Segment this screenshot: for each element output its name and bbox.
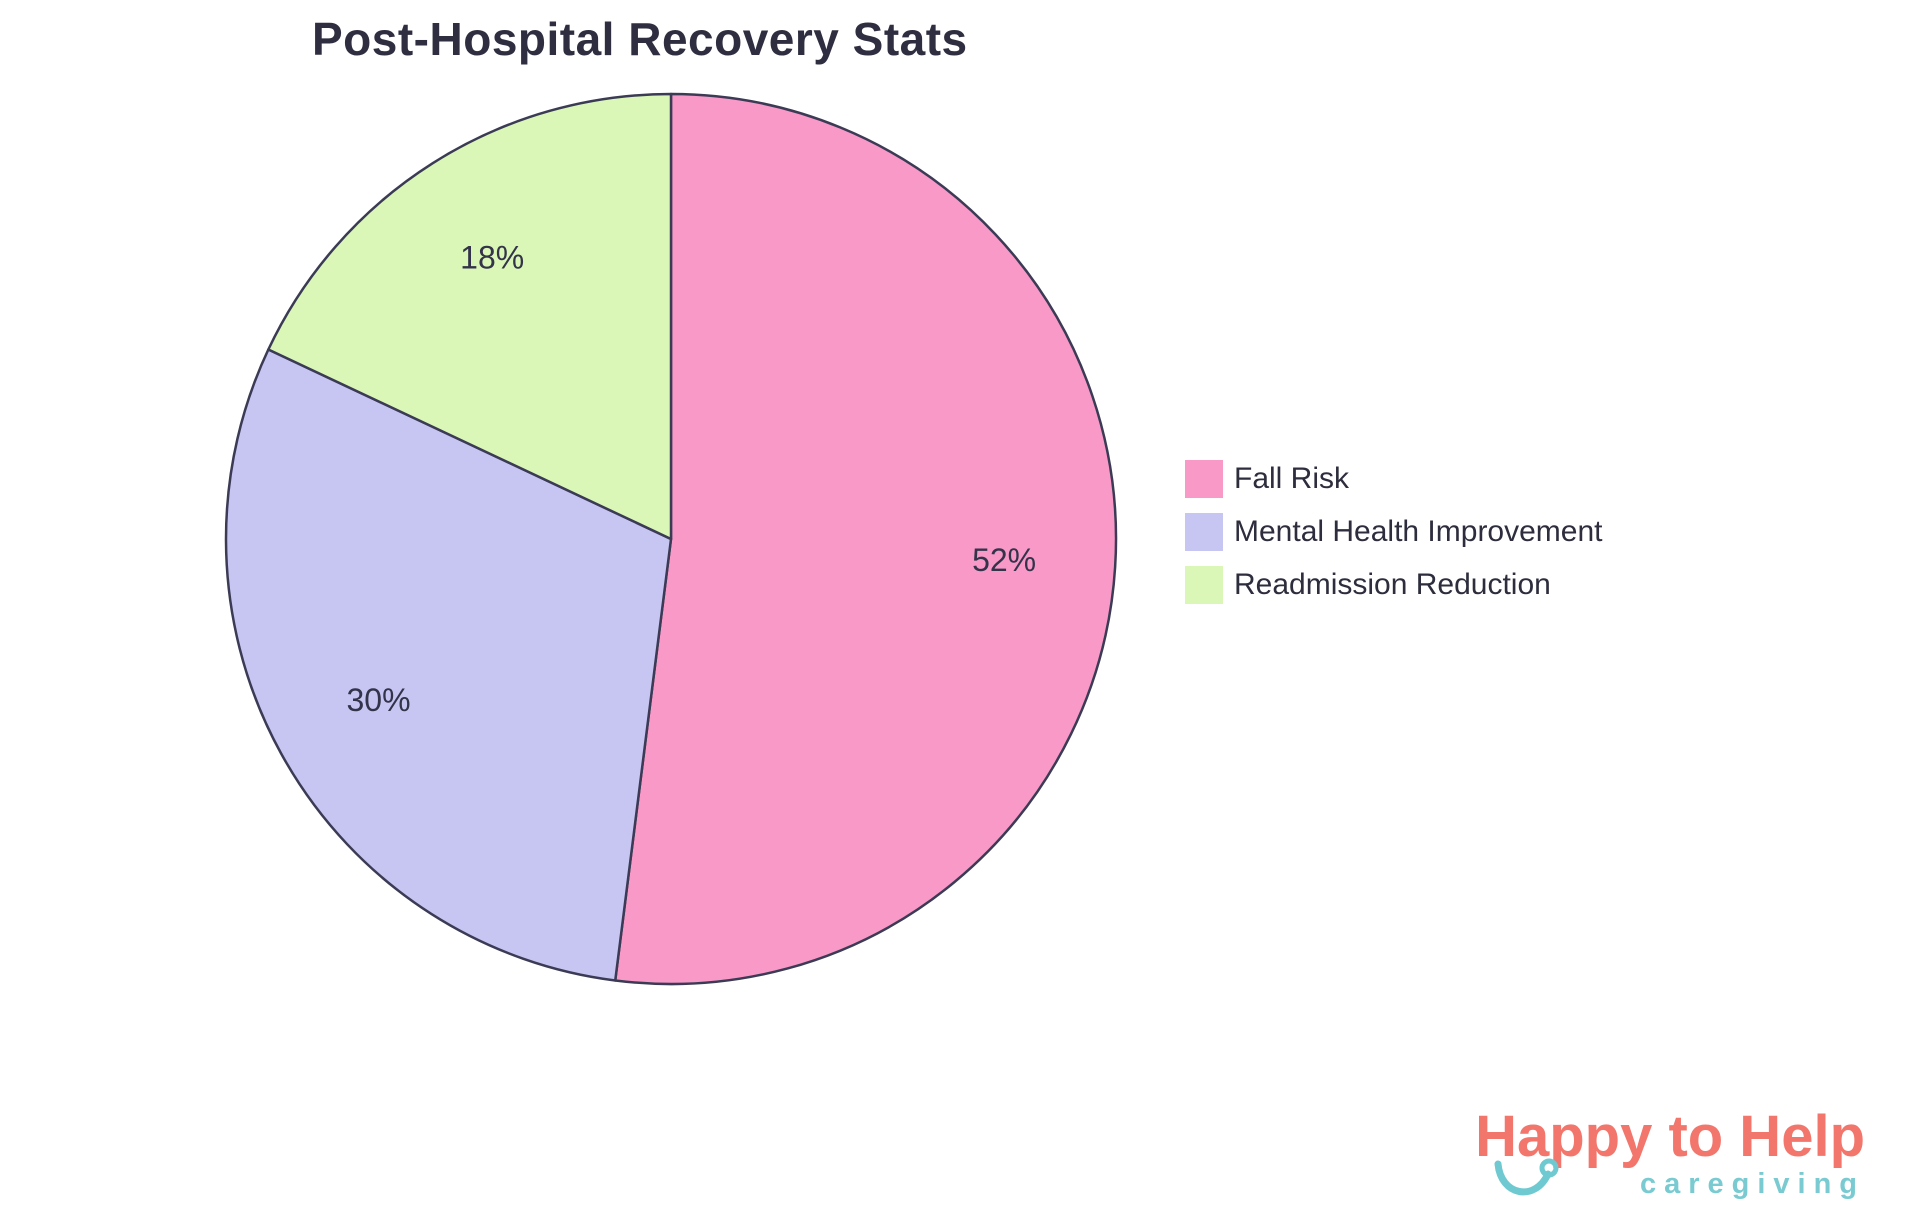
brand-logo: Happy to Help caregiving (1395, 1108, 1865, 1201)
pie-slice-readmission-reduction (267, 92, 673, 541)
pie-slice-percent-label: 18% (460, 239, 524, 275)
legend-swatch (1185, 460, 1223, 498)
brand-tagline: caregiving (1639, 1168, 1865, 1200)
legend-label: Fall Risk (1234, 462, 1350, 495)
legend-item-mental-health-improvement: Mental Health Improvement (1185, 513, 1603, 551)
legend-label: Readmission Reduction (1234, 568, 1551, 601)
pie-chart: 52% 30% 18% (224, 92, 1118, 986)
legend: Fall Risk Mental Health Improvement Readmi… (1185, 460, 1603, 604)
brand-name: Happy to Help (1475, 1104, 1865, 1169)
chart-title: Post-Hospital Recovery Stats (312, 13, 968, 65)
legend-label: Mental Health Improvement (1234, 515, 1603, 548)
pie-slice-percent-label: 30% (346, 682, 410, 718)
pie-slice-fall-risk (613, 92, 1118, 986)
legend-swatch (1185, 566, 1223, 604)
pie-slice-mental-health-improvement (224, 348, 673, 982)
pie-slice-percent-label: 52% (972, 542, 1036, 578)
legend-item-readmission-reduction: Readmission Reduction (1185, 566, 1603, 604)
legend-swatch (1185, 513, 1223, 551)
legend-item-fall-risk: Fall Risk (1185, 460, 1603, 498)
